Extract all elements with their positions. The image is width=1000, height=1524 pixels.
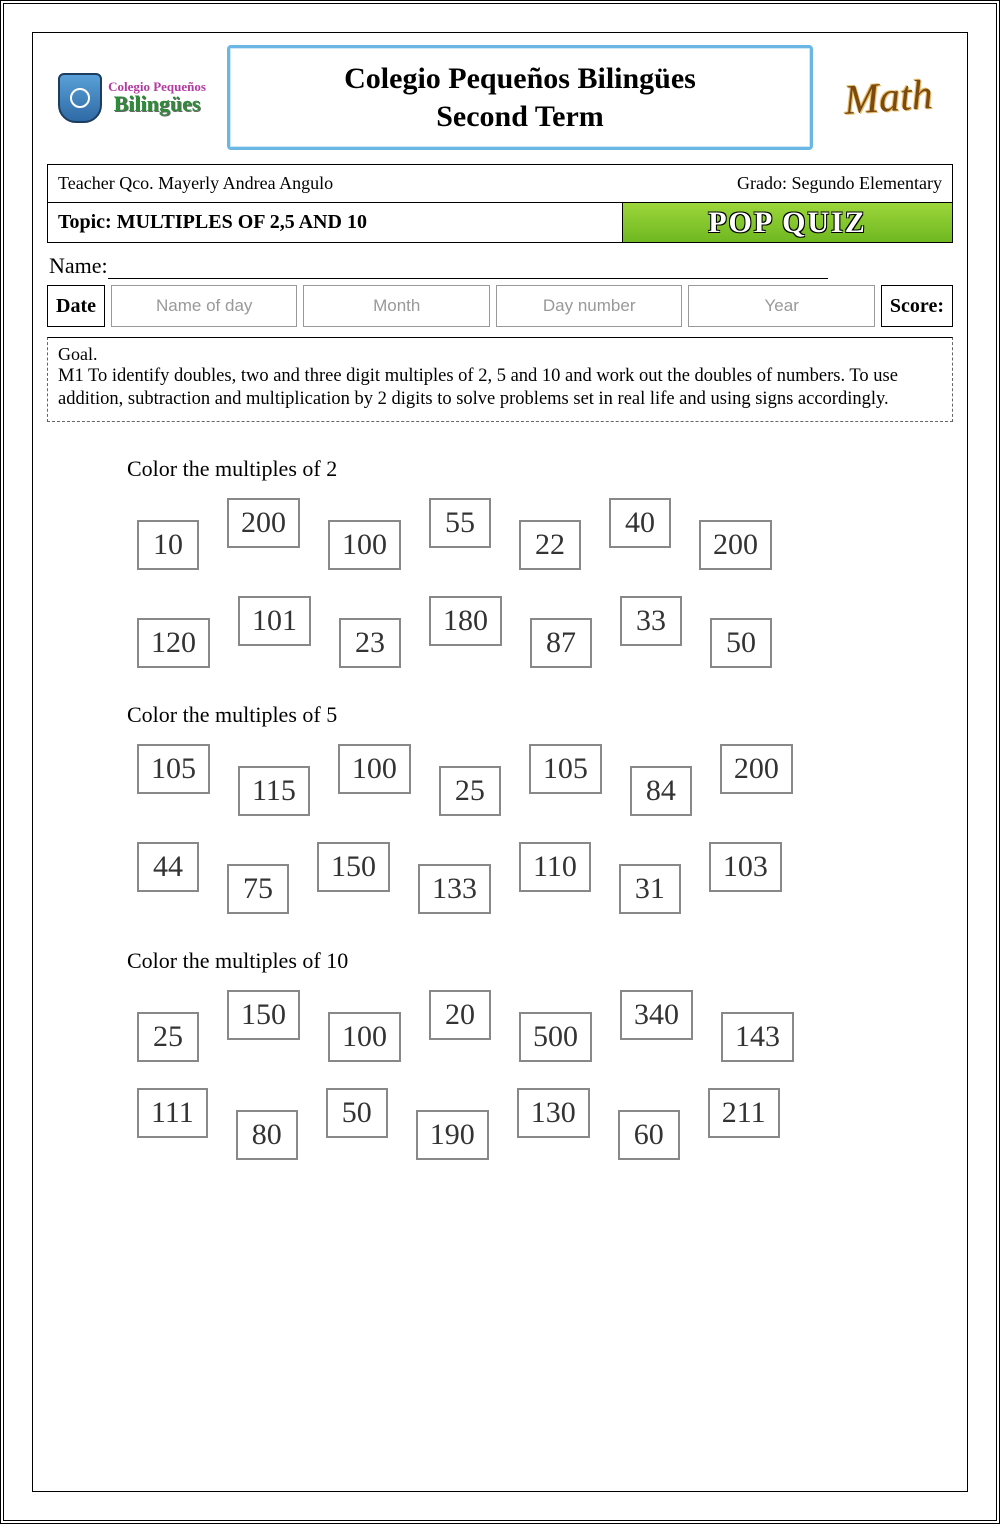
number-box[interactable]: 115 — [238, 766, 310, 816]
number-box[interactable]: 200 — [699, 520, 772, 570]
date-month[interactable]: Month — [303, 285, 489, 327]
number-box[interactable]: 105 — [137, 744, 210, 794]
header: Colegio Pequeños Bilingües Colegio Peque… — [47, 45, 953, 150]
score-label: Score: — [881, 285, 953, 327]
number-box[interactable]: 31 — [619, 864, 681, 914]
section-multiples-of-10: Color the multiples of 10 25 150 100 20 500 3… — [47, 948, 953, 1160]
row: 105 115 100 25 105 84 200 — [127, 744, 883, 816]
number-box[interactable]: 33 — [620, 596, 682, 646]
number-box[interactable]: 211 — [708, 1088, 780, 1138]
section-title: Color the multiples of 5 — [127, 702, 883, 728]
name-input-line[interactable] — [108, 259, 828, 279]
number-box[interactable]: 105 — [529, 744, 602, 794]
section-multiples-of-2: Color the multiples of 2 10 200 100 55 22 40 2… — [47, 456, 953, 668]
teacher-name: Teacher Qco. Mayerly Andrea Angulo — [58, 173, 333, 194]
page-frame: Colegio Pequeños Bilingües Colegio Peque… — [0, 0, 1000, 1524]
title-line2: Second Term — [240, 98, 800, 136]
number-box[interactable]: 340 — [620, 990, 693, 1040]
date-daynum[interactable]: Day number — [496, 285, 682, 327]
number-box[interactable]: 200 — [227, 498, 300, 548]
teacher-grade-row: Teacher Qco. Mayerly Andrea Angulo Grado… — [47, 164, 953, 203]
section-title: Color the multiples of 10 — [127, 948, 883, 974]
number-box[interactable]: 100 — [328, 1012, 401, 1062]
number-box[interactable]: 200 — [720, 744, 793, 794]
grade-label: Grado: Segundo Elementary — [737, 173, 942, 194]
number-box[interactable]: 23 — [339, 618, 401, 668]
number-box[interactable]: 120 — [137, 618, 210, 668]
goal-label: Goal. — [58, 344, 942, 365]
number-box[interactable]: 150 — [227, 990, 300, 1040]
shield-icon — [58, 73, 102, 123]
number-box[interactable]: 10 — [137, 520, 199, 570]
number-box[interactable]: 133 — [418, 864, 491, 914]
number-box[interactable]: 130 — [517, 1088, 590, 1138]
math-icon: Math — [842, 70, 934, 124]
date-year[interactable]: Year — [688, 285, 874, 327]
number-box[interactable]: 55 — [429, 498, 491, 548]
row: 10 200 100 55 22 40 200 — [127, 498, 883, 570]
number-box[interactable]: 84 — [630, 766, 692, 816]
number-box[interactable]: 150 — [317, 842, 390, 892]
number-box[interactable]: 143 — [721, 1012, 794, 1062]
inner-frame: Colegio Pequeños Bilingües Colegio Peque… — [32, 32, 968, 1492]
number-box[interactable]: 40 — [609, 498, 671, 548]
number-box[interactable]: 50 — [710, 618, 772, 668]
date-dayname[interactable]: Name of day — [111, 285, 297, 327]
number-box[interactable]: 110 — [519, 842, 591, 892]
date-label: Date — [47, 285, 105, 327]
number-box[interactable]: 500 — [519, 1012, 592, 1062]
name-row: Name: — [47, 253, 953, 279]
number-box[interactable]: 101 — [238, 596, 311, 646]
number-box[interactable]: 111 — [137, 1088, 208, 1138]
number-box[interactable]: 87 — [530, 618, 592, 668]
number-box[interactable]: 50 — [326, 1088, 388, 1138]
subject-badge: Math — [823, 48, 953, 148]
number-box[interactable]: 25 — [137, 1012, 199, 1062]
logo-line2: Bilingües — [108, 93, 206, 115]
number-box[interactable]: 75 — [227, 864, 289, 914]
number-box[interactable]: 180 — [429, 596, 502, 646]
number-box[interactable]: 103 — [709, 842, 782, 892]
date-row: Date Name of day Month Day number Year S… — [47, 285, 953, 327]
school-logo: Colegio Pequeños Bilingües — [47, 48, 217, 148]
section-title: Color the multiples of 2 — [127, 456, 883, 482]
number-box[interactable]: 22 — [519, 520, 581, 570]
number-box[interactable]: 60 — [618, 1110, 680, 1160]
goal-box: Goal. M1 To identify doubles, two and th… — [47, 337, 953, 422]
name-label: Name: — [49, 253, 108, 278]
topic-row: Topic: MULTIPLES OF 2,5 AND 10 POP QUIZ — [47, 203, 953, 243]
number-box[interactable]: 100 — [338, 744, 411, 794]
pop-quiz-badge: POP QUIZ — [622, 203, 952, 242]
number-box[interactable]: 190 — [416, 1110, 489, 1160]
section-multiples-of-5: Color the multiples of 5 105 115 100 25 105 8… — [47, 702, 953, 914]
number-box[interactable]: 44 — [137, 842, 199, 892]
title-line1: Colegio Pequeños Bilingües — [240, 60, 800, 98]
goal-text: M1 To identify doubles, two and three di… — [58, 365, 942, 411]
number-box[interactable]: 80 — [236, 1110, 298, 1160]
title-box: Colegio Pequeños Bilingües Second Term — [227, 45, 813, 150]
row: 120 101 23 180 87 33 50 — [127, 596, 883, 668]
row: 25 150 100 20 500 340 143 — [127, 990, 883, 1062]
row: 44 75 150 133 110 31 103 — [127, 842, 883, 914]
topic-cell: Topic: MULTIPLES OF 2,5 AND 10 — [48, 203, 622, 242]
number-box[interactable]: 25 — [439, 766, 501, 816]
row: 111 80 50 190 130 60 211 — [127, 1088, 883, 1160]
number-box[interactable]: 20 — [429, 990, 491, 1040]
number-box[interactable]: 100 — [328, 520, 401, 570]
